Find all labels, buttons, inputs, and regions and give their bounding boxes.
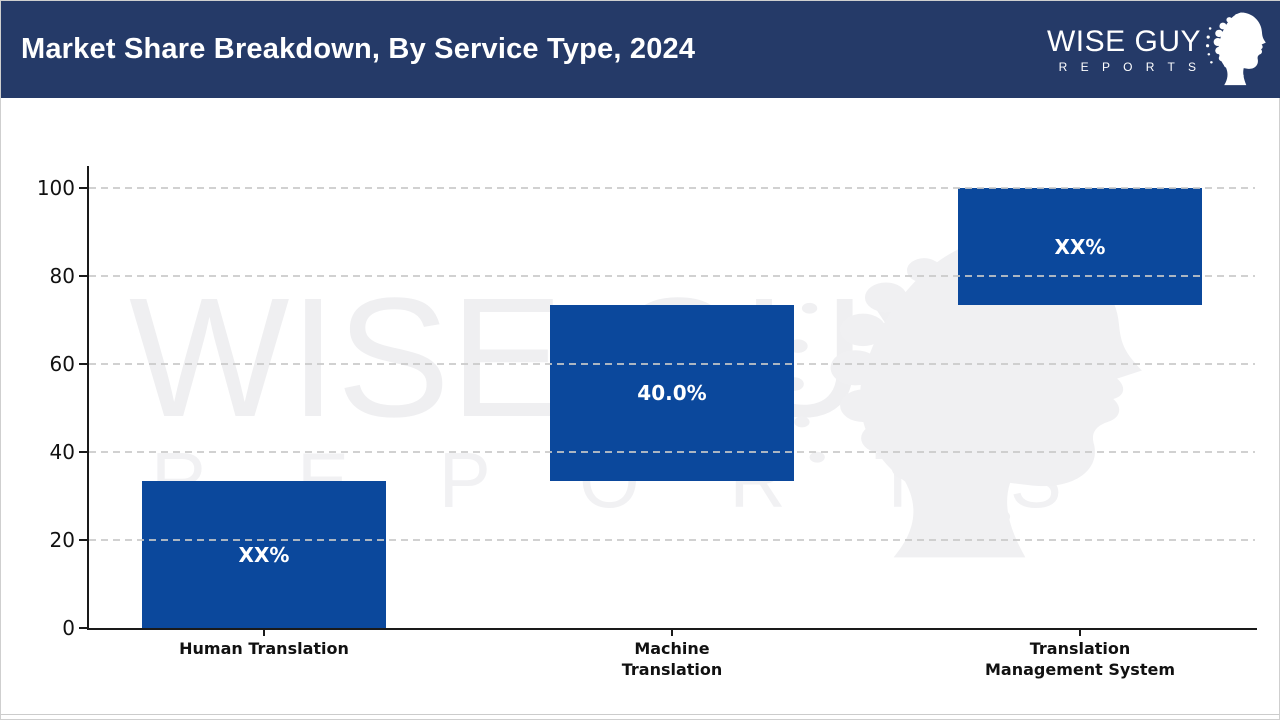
- y-tick-mark: [79, 187, 87, 189]
- footer-divider: [1, 714, 1280, 715]
- x-tick-mark: [1079, 628, 1081, 636]
- x-axis-category-label: Machine Translation: [621, 639, 723, 679]
- bar-value-label: XX%: [1054, 234, 1106, 259]
- y-tick-label: 80: [49, 264, 75, 288]
- y-tick-label: 40: [49, 440, 75, 464]
- gridline: [89, 187, 1255, 189]
- bar-value-label: XX%: [238, 542, 290, 567]
- page-title: Market Share Breakdown, By Service Type,…: [21, 33, 696, 65]
- y-tick-mark: [79, 539, 87, 541]
- y-tick-label: 60: [49, 352, 75, 376]
- y-tick-label: 20: [49, 528, 75, 552]
- bar: [142, 481, 386, 628]
- x-axis-category-label: Translation Management System: [985, 639, 1175, 679]
- y-tick-mark: [79, 451, 87, 453]
- gridline: [89, 275, 1255, 277]
- x-tick-mark: [263, 628, 265, 636]
- logo-head-icon: [1205, 12, 1266, 86]
- gridline: [89, 363, 1255, 365]
- bar-value-label: 40.0%: [637, 381, 707, 406]
- header: Market Share Breakdown, By Service Type,…: [1, 1, 1280, 98]
- y-axis-spine: [87, 166, 89, 630]
- logo-wordmark: WISE GUY: [1046, 24, 1201, 58]
- y-tick-mark: [79, 627, 87, 629]
- y-tick-label: 100: [36, 176, 75, 200]
- y-tick-mark: [79, 363, 87, 365]
- x-tick-mark: [671, 628, 673, 636]
- y-tick-mark: [79, 275, 87, 277]
- x-axis-category-label: Human Translation: [179, 639, 349, 658]
- logo-subtitle: R E P O R T S: [1058, 59, 1201, 74]
- gridline: [89, 451, 1255, 453]
- bar: [958, 188, 1202, 306]
- logo-text: WISE GUY R E P O R T S: [1046, 24, 1201, 74]
- gridline: [89, 539, 1255, 541]
- brand-logo: WISE GUY R E P O R T S: [1047, 9, 1269, 91]
- y-tick-label: 0: [62, 616, 75, 640]
- chart-area: 0 20 40 60 80 100 XX% Human Translation 40.0% Mac…: [1, 98, 1280, 714]
